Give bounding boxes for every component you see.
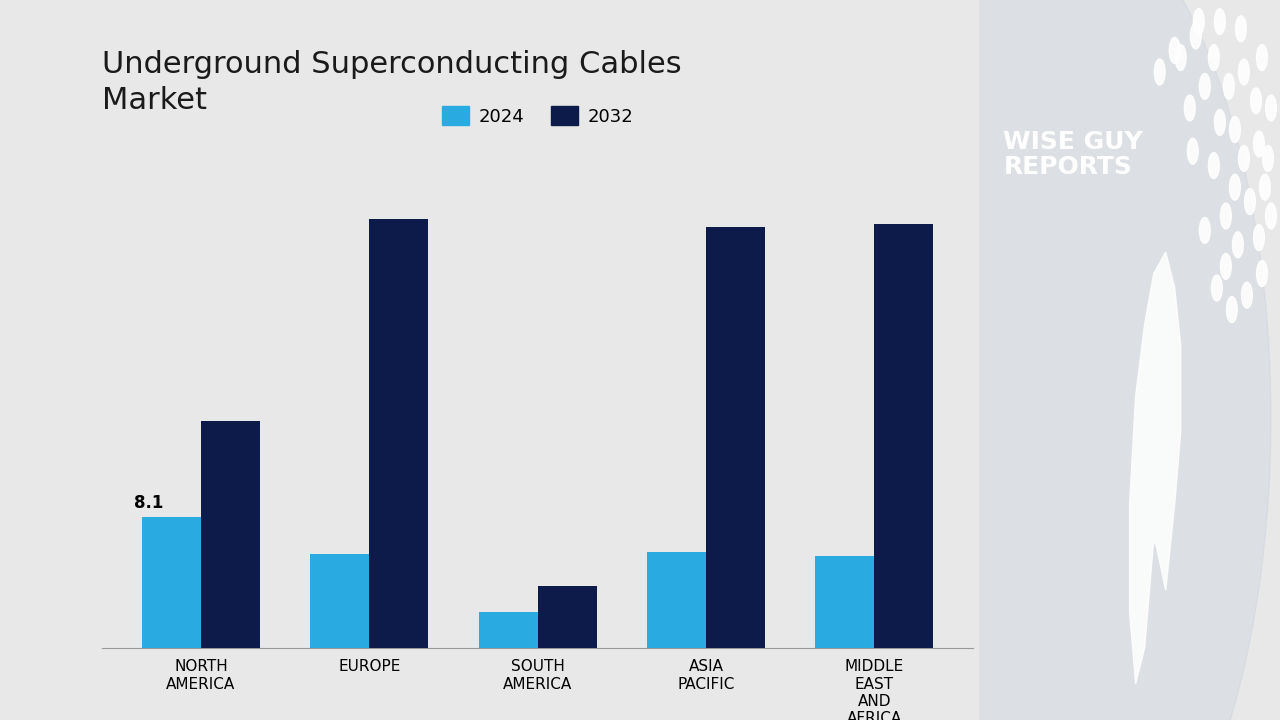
Circle shape <box>1215 9 1225 35</box>
Circle shape <box>1233 232 1243 258</box>
Circle shape <box>1260 174 1270 200</box>
Bar <box>201 421 260 648</box>
Polygon shape <box>1129 252 1180 684</box>
Circle shape <box>1226 297 1238 323</box>
Bar <box>369 219 429 648</box>
Circle shape <box>1266 203 1276 229</box>
Circle shape <box>1199 73 1210 99</box>
Bar <box>310 554 369 648</box>
Circle shape <box>1244 189 1256 215</box>
Circle shape <box>1230 117 1240 143</box>
Circle shape <box>1257 261 1267 287</box>
Text: 8.1: 8.1 <box>134 494 164 512</box>
Circle shape <box>838 0 1271 720</box>
Text: Underground Superconducting Cables
Market: Underground Superconducting Cables Marke… <box>102 50 682 115</box>
Circle shape <box>1211 275 1222 301</box>
Circle shape <box>1199 217 1210 243</box>
Circle shape <box>1184 95 1196 121</box>
Legend: 2024, 2032: 2024, 2032 <box>433 97 643 135</box>
Circle shape <box>1257 45 1267 71</box>
Bar <box>707 227 765 648</box>
Circle shape <box>1230 174 1240 200</box>
Circle shape <box>1208 45 1220 71</box>
Bar <box>646 552 707 648</box>
Bar <box>874 223 933 648</box>
Circle shape <box>1253 225 1265 251</box>
Circle shape <box>1239 145 1249 171</box>
Circle shape <box>1208 153 1220 179</box>
Circle shape <box>1215 109 1225 135</box>
Circle shape <box>1190 23 1201 49</box>
Circle shape <box>1220 203 1231 229</box>
Circle shape <box>1224 73 1234 99</box>
Bar <box>142 517 201 648</box>
Circle shape <box>1251 88 1261 114</box>
Circle shape <box>1220 253 1231 279</box>
Circle shape <box>1175 45 1187 71</box>
Circle shape <box>1193 9 1204 35</box>
Text: WISE GUY
REPORTS: WISE GUY REPORTS <box>1004 130 1143 179</box>
Circle shape <box>1235 16 1247 42</box>
Circle shape <box>1170 37 1180 63</box>
Circle shape <box>1262 145 1274 171</box>
Circle shape <box>1239 59 1249 85</box>
Bar <box>538 586 596 648</box>
Bar <box>815 556 874 648</box>
Circle shape <box>1188 138 1198 164</box>
Circle shape <box>1155 59 1165 85</box>
Circle shape <box>1253 131 1265 157</box>
Circle shape <box>1266 95 1276 121</box>
Bar <box>479 612 538 648</box>
Circle shape <box>1242 282 1252 308</box>
